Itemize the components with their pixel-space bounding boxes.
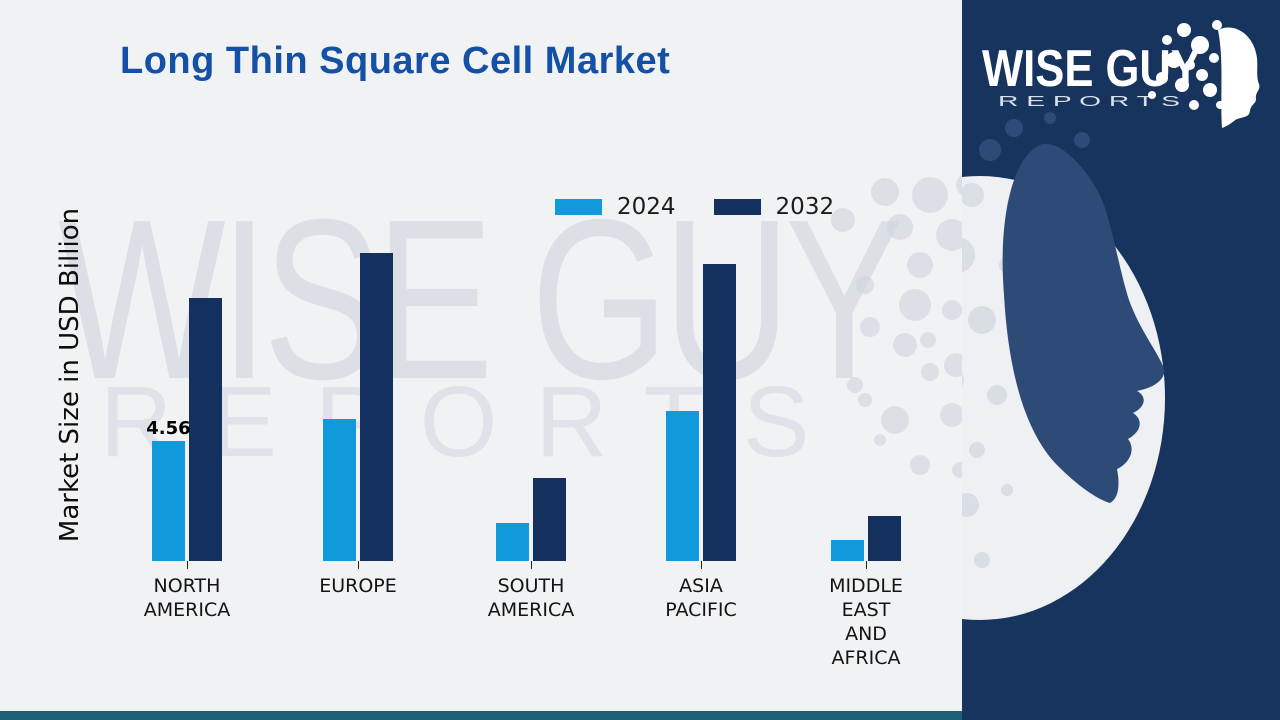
x-axis-tick	[358, 561, 359, 569]
legend-swatch-2032	[713, 199, 761, 215]
bar-2032-asia-pacific	[703, 264, 736, 561]
bar-value-label: 4.56	[146, 417, 191, 439]
bar-2032-middle-east-and-africa	[868, 516, 901, 561]
legend-item-2032: 2032	[713, 194, 835, 220]
bar-2032-europe	[360, 253, 393, 561]
logo-reports-text: R E P O R T S	[998, 93, 1180, 110]
face-top-bubbles	[979, 112, 1090, 161]
legend: 2024 2032	[555, 194, 834, 220]
logo-wiseguy-text: WISE GUY	[982, 40, 1200, 98]
bar-2024-europe	[323, 419, 356, 561]
bubble-head-dots	[962, 183, 1029, 568]
logo-face-icon	[1218, 27, 1260, 128]
bar-2032-south-america	[533, 478, 566, 561]
legend-label-2032: 2032	[775, 194, 835, 220]
legend-item-2024: 2024	[555, 194, 676, 220]
x-axis-tick	[531, 561, 532, 569]
bar-2024-middle-east-and-africa	[831, 540, 864, 561]
y-axis-label: Market Size in USD Billion	[55, 207, 85, 543]
bar-2024-asia-pacific	[666, 411, 699, 561]
watermark-bubble-face	[831, 173, 980, 478]
legend-swatch-2024	[555, 199, 602, 215]
category-label: MIDDLE EAST AND AFRICA	[829, 575, 903, 669]
brand-panel: WISE GUY R E P O R T S	[962, 0, 1280, 720]
x-axis-tick	[187, 561, 188, 569]
category-label: NORTH AMERICA	[143, 575, 231, 621]
legend-label-2024: 2024	[617, 194, 676, 220]
face-profile-silhouette	[1002, 143, 1165, 503]
chart-title: Long Thin Square Cell Market	[120, 40, 671, 82]
bar-2032-north-america	[189, 298, 222, 561]
category-label: ASIA PACIFIC	[665, 575, 737, 621]
bar-chart-plot-area: NORTH AMERICA EUROPE SOUTH AMERICA ASIA PACIFI…	[143, 253, 903, 669]
category-label: SOUTH AMERICA	[487, 575, 575, 621]
x-axis-tick	[866, 561, 867, 569]
x-axis-tick	[701, 561, 702, 569]
bar-2024-south-america	[496, 523, 529, 561]
bar-2024-north-america	[152, 441, 185, 561]
footer-accent-bar	[0, 711, 963, 720]
category-label: EUROPE	[319, 575, 397, 597]
logo-dot-cluster	[1148, 20, 1224, 110]
